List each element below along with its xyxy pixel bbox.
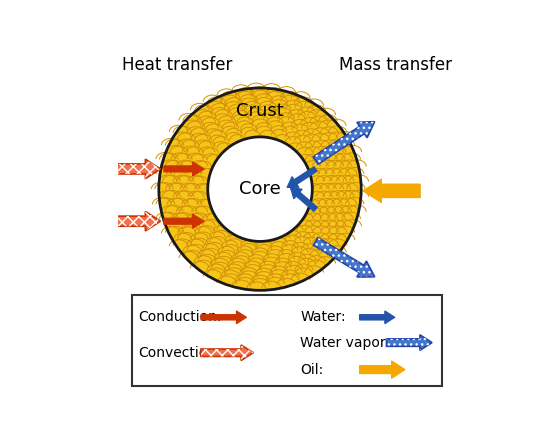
FancyArrow shape bbox=[164, 162, 204, 176]
Text: Convection:: Convection: bbox=[139, 346, 221, 360]
FancyArrow shape bbox=[360, 361, 405, 378]
Circle shape bbox=[208, 137, 312, 241]
Circle shape bbox=[159, 88, 361, 290]
FancyArrow shape bbox=[201, 345, 253, 360]
FancyArrow shape bbox=[360, 311, 395, 324]
Text: Crust: Crust bbox=[236, 102, 284, 120]
Text: Oil:: Oil: bbox=[301, 363, 324, 377]
Text: Conduction:: Conduction: bbox=[139, 310, 222, 324]
Text: Mass transfer: Mass transfer bbox=[339, 56, 452, 74]
FancyArrow shape bbox=[201, 311, 246, 324]
Text: Heat transfer: Heat transfer bbox=[122, 56, 232, 74]
Text: Core: Core bbox=[239, 180, 281, 198]
Text: Water vapor:: Water vapor: bbox=[301, 336, 390, 350]
FancyArrow shape bbox=[314, 238, 375, 277]
FancyArrow shape bbox=[164, 214, 204, 228]
FancyArrow shape bbox=[103, 212, 161, 231]
FancyBboxPatch shape bbox=[132, 295, 442, 386]
Text: Water:: Water: bbox=[301, 310, 346, 324]
FancyArrow shape bbox=[291, 187, 318, 212]
FancyArrow shape bbox=[363, 179, 420, 203]
FancyArrow shape bbox=[287, 166, 317, 187]
FancyArrow shape bbox=[313, 122, 375, 164]
FancyArrow shape bbox=[386, 335, 432, 350]
FancyArrow shape bbox=[103, 159, 161, 179]
